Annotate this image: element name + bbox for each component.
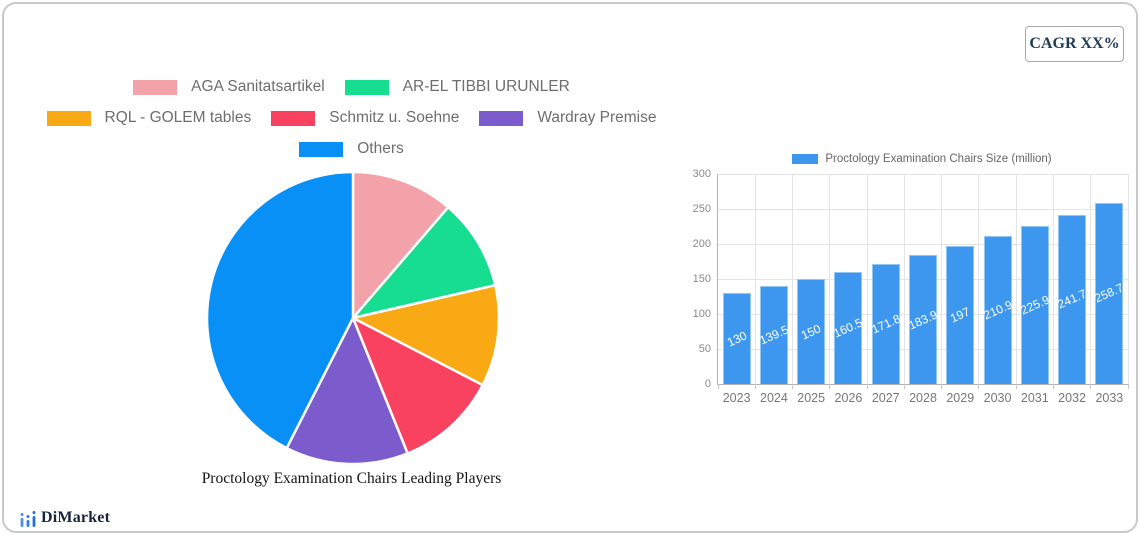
x-axis-label: 2023: [722, 391, 751, 405]
legend-swatch-rql-golem-tables: [46, 110, 91, 126]
cagr-badge: CAGR XX%: [1025, 26, 1124, 62]
bar-2031: [1020, 225, 1049, 384]
bar-legend-label: Proctology Examination Chairs Size (mill…: [825, 153, 1052, 165]
y-axis-label: 250: [692, 203, 711, 215]
y-axis-label: 300: [692, 168, 711, 180]
bar-2028: [909, 255, 937, 384]
pie-legend-row: RQL - GOLEM tables Schmitz u. Soehne Wardr…: [4, 109, 699, 127]
legend-item-wardray-premise: Wardray Premise: [479, 109, 657, 127]
bar-2030: [983, 236, 1012, 384]
bar-chart-panel: Proctology Examination Chairs Size (mill…: [693, 146, 1139, 416]
x-axis-tick: [717, 384, 719, 389]
pie-legend-row: AGA Sanitatsartikel AR-EL TIBBI URUNLER: [4, 78, 699, 96]
bar-2024: [759, 286, 788, 384]
legend-label: Schmitz u. Soehne: [329, 109, 460, 126]
pie-slice-ar-el-tibbi-urunler: [351, 206, 497, 320]
gridline-vertical: [941, 174, 943, 384]
x-axis-tick: [754, 384, 756, 389]
y-axis-label: 200: [692, 238, 711, 250]
x-axis-label: 2032: [1058, 391, 1086, 405]
legend-swatch-schmitz-u-soehne: [271, 110, 316, 126]
gridline-vertical: [866, 174, 868, 384]
legend-label: RQL - GOLEM tables: [104, 109, 252, 126]
legend-swatch-wardray-premise: [479, 110, 524, 126]
y-axis-label: 50: [698, 343, 711, 355]
y-axis-label: 150: [692, 273, 711, 285]
x-axis-tick: [941, 384, 943, 389]
gridline-vertical: [1090, 174, 1092, 384]
pie-chart-panel: AGA Sanitatsartikel AR-EL TIBBI URUNLER RQ…: [4, 4, 699, 539]
x-axis-label: 2031: [1020, 391, 1049, 405]
bar-2027: [871, 263, 900, 384]
x-axis-tick: [1015, 384, 1017, 389]
bar-plot-area: 0 50 100 150 200 250 300 130 2023 139.5 2024 150 202…: [693, 168, 1129, 405]
legend-item-ar-el-tibbi-urunler: AR-EL TIBBI URUNLER: [344, 78, 570, 96]
x-axis-label: 2028: [909, 391, 937, 405]
pie-chart-title: Proctology Examination Chairs Leading Pl…: [201, 470, 502, 487]
gridline-vertical: [1127, 174, 1129, 384]
x-axis-label: 2025: [797, 391, 826, 405]
legend-item-rql-golem-tables: RQL - GOLEM tables: [46, 109, 252, 127]
gridline-vertical: [1052, 174, 1054, 384]
gridline-vertical: [978, 174, 980, 384]
x-axis-tick: [978, 384, 980, 389]
legend-swatch-ar-el-tibbi-urunler: [344, 79, 389, 95]
pie-slice-schmitz-u-soehne: [351, 316, 484, 455]
legend-swatch-aga-sanitatsartikel: [133, 79, 178, 95]
x-axis-label: 2030: [983, 391, 1012, 405]
pie-slice-rql-golem-tables: [351, 284, 501, 387]
gridline-vertical: [829, 174, 831, 384]
bar-2025: [797, 279, 826, 384]
gridline-vertical: [754, 174, 756, 384]
legend-label: AGA Sanitatsartikel: [191, 78, 325, 95]
pie-legend-row: Others: [4, 140, 699, 158]
pie-chart: [205, 170, 501, 466]
pie-legend: AGA Sanitatsartikel AR-EL TIBBI URUNLER RQ…: [4, 78, 699, 158]
legend-label: Wardray Premise: [537, 109, 657, 126]
bar-legend-swatch-icon: [792, 154, 819, 164]
bar-legend: Proctology Examination Chairs Size (mill…: [717, 152, 1127, 166]
x-axis-tick: [792, 384, 794, 389]
x-axis-label: 2033: [1095, 391, 1124, 405]
x-axis-tick: [903, 384, 905, 389]
pie-slice-wardray-premise: [285, 316, 409, 466]
bar-2033: [1095, 202, 1124, 384]
dimarket-bars-icon: [20, 510, 36, 527]
bar-2032: [1058, 214, 1087, 384]
bar-2023: [722, 293, 751, 384]
x-axis-tick: [1052, 384, 1054, 389]
bar-2029: [946, 246, 975, 384]
legend-label: Others: [357, 140, 404, 157]
gridline-horizontal: [718, 208, 1128, 210]
gridline-horizontal: [718, 243, 1128, 245]
legend-item-others: Others: [299, 140, 404, 158]
pie-slice-others: [205, 170, 355, 450]
x-axis-tick: [1127, 384, 1129, 389]
brand-logo: DiMarket: [20, 509, 110, 527]
legend-swatch-others: [299, 141, 344, 157]
x-axis-label: 2026: [834, 391, 863, 405]
legend-item-schmitz-u-soehne: Schmitz u. Soehne: [271, 109, 459, 127]
gridline-vertical: [792, 174, 794, 384]
legend-item-aga-sanitatsartikel: AGA Sanitatsartikel: [133, 78, 325, 96]
brand-name: DiMarket: [41, 509, 111, 526]
gridline-vertical: [903, 174, 905, 384]
y-axis-label: 0: [704, 378, 711, 390]
x-axis-label: 2027: [871, 391, 900, 405]
pie-slice-aga-sanitatsartikel: [351, 170, 450, 320]
gridline-horizontal: [718, 173, 1128, 175]
x-axis-tick: [829, 384, 831, 389]
x-axis-tick: [866, 384, 868, 389]
x-axis-label: 2029: [946, 391, 975, 405]
legend-label: AR-EL TIBBI URUNLER: [402, 78, 570, 95]
gridline-vertical: [1015, 174, 1017, 384]
bar-2026: [834, 271, 863, 384]
x-axis-label: 2024: [760, 391, 788, 405]
y-axis-label: 100: [692, 308, 711, 320]
x-axis-tick: [1090, 384, 1092, 389]
